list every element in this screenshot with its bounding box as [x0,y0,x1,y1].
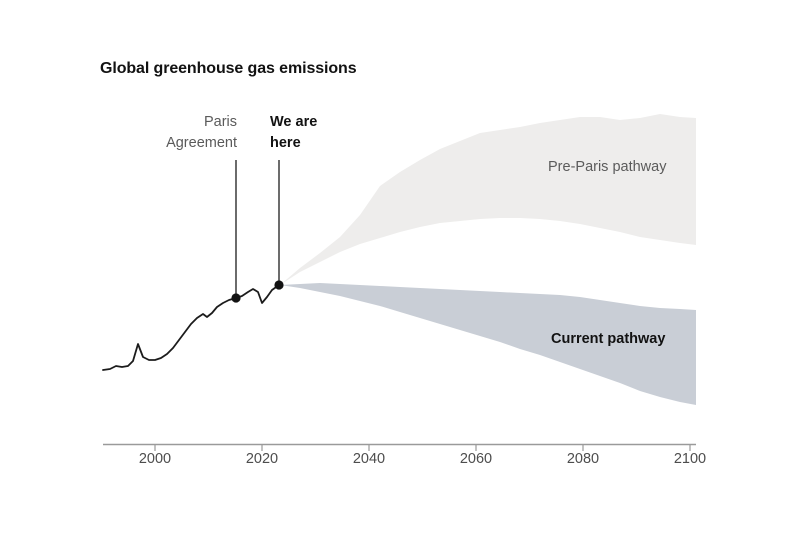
paris-agreement-dot [231,293,241,303]
x-tick-label-2040: 2040 [352,451,386,467]
annotation-we-are-here: We are here [270,114,318,151]
annotation-paris-agreement: Paris Agreement [166,114,237,151]
x-tick-label-2080: 2080 [566,451,600,467]
history-line [102,284,280,371]
preparis-band-shape [280,114,696,285]
current-band-shape [280,283,696,405]
page-title: Global greenhouse gas emissions [100,60,357,77]
we-are-here-dot [274,280,284,290]
x-tick-label-2100: 2100 [673,451,707,467]
x-tick-label-2020: 2020 [245,451,279,467]
band-label-pre-paris-pathway: Pre-Paris pathway [548,159,667,175]
x-tick-label-2000: 2000 [138,451,172,467]
x-axis-ticks [154,444,691,451]
x-tick-label-2060: 2060 [459,451,493,467]
band-label-current-pathway: Current pathway [551,331,666,347]
